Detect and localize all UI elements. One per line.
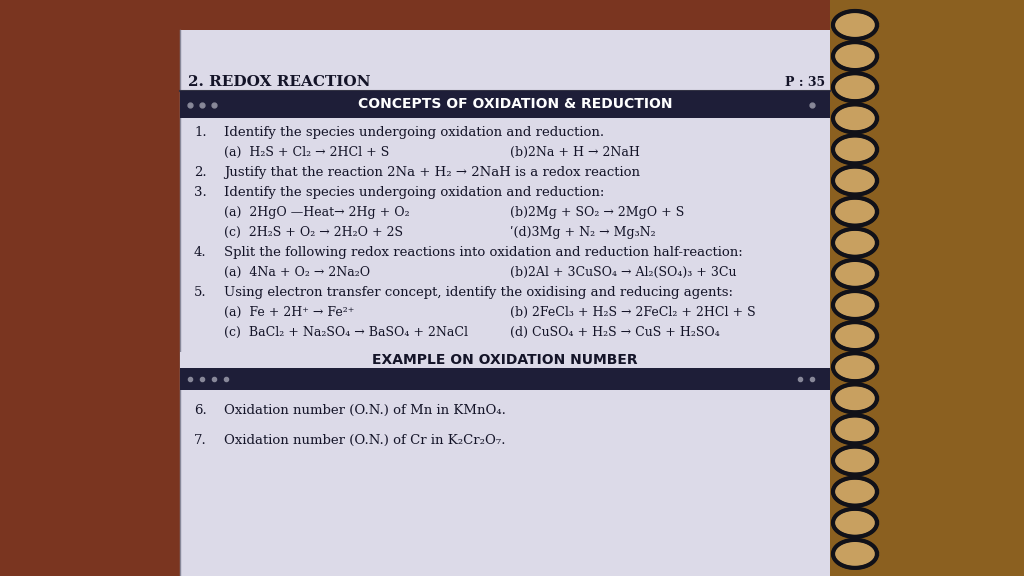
Text: (a)  2HgO —Heat→ 2Hg + O₂: (a) 2HgO —Heat→ 2Hg + O₂	[224, 206, 410, 219]
Text: 7.: 7.	[194, 434, 207, 447]
Polygon shape	[834, 73, 877, 101]
Text: (a)  4Na + O₂ → 2Na₂O: (a) 4Na + O₂ → 2Na₂O	[224, 266, 370, 279]
Polygon shape	[834, 135, 877, 164]
Text: Oxidation number (O.N.) of Mn in KMnO₄.: Oxidation number (O.N.) of Mn in KMnO₄.	[224, 404, 506, 417]
Bar	[0, 0, 180, 576]
Text: Justify that the reaction 2Na + H₂ → 2NaH is a redox reaction: Justify that the reaction 2Na + H₂ → 2Na…	[224, 166, 640, 179]
Polygon shape	[834, 198, 877, 226]
Text: 2.: 2.	[194, 166, 207, 179]
Bar	[180, 368, 830, 390]
Polygon shape	[834, 509, 877, 537]
Text: (b)2Na + H → 2NaH: (b)2Na + H → 2NaH	[510, 146, 640, 159]
Polygon shape	[834, 415, 877, 444]
Text: 2. REDOX REACTION: 2. REDOX REACTION	[188, 75, 371, 89]
Text: EXAMPLE ON OXIDATION NUMBER: EXAMPLE ON OXIDATION NUMBER	[372, 353, 638, 367]
Bar	[830, 0, 1024, 576]
Bar	[180, 91, 830, 118]
Text: Split the following redox reactions into oxidation and reduction half-reaction:: Split the following redox reactions into…	[224, 246, 742, 259]
Text: (d) CuSO₄ + H₂S → CuS + H₂SO₄: (d) CuSO₄ + H₂S → CuS + H₂SO₄	[510, 326, 720, 339]
Text: Identify the species undergoing oxidation and reduction.: Identify the species undergoing oxidatio…	[224, 126, 604, 139]
Text: (b)2Al + 3CuSO₄ → Al₂(SO₄)₃ + 3Cu: (b)2Al + 3CuSO₄ → Al₂(SO₄)₃ + 3Cu	[510, 266, 736, 279]
Polygon shape	[834, 229, 877, 257]
Text: 5.: 5.	[194, 286, 207, 299]
Text: Identify the species undergoing oxidation and reduction:: Identify the species undergoing oxidatio…	[224, 186, 604, 199]
Text: 6.: 6.	[194, 404, 207, 417]
Polygon shape	[834, 446, 877, 475]
Polygon shape	[834, 540, 877, 568]
Bar	[180, 30, 830, 576]
Polygon shape	[834, 104, 877, 132]
Text: Using electron transfer concept, identify the oxidising and reducing agents:: Using electron transfer concept, identif…	[224, 286, 733, 299]
Text: 4.: 4.	[194, 246, 207, 259]
Text: ʹ(d)3Mg + N₂ → Mg₃N₂: ʹ(d)3Mg + N₂ → Mg₃N₂	[510, 226, 655, 239]
Polygon shape	[834, 42, 877, 70]
Text: (a)  H₂S + Cl₂ → 2HCl + S: (a) H₂S + Cl₂ → 2HCl + S	[224, 146, 389, 159]
Polygon shape	[834, 11, 877, 39]
Polygon shape	[834, 384, 877, 412]
Text: Oxidation number (O.N.) of Cr in K₂Cr₂O₇.: Oxidation number (O.N.) of Cr in K₂Cr₂O₇…	[224, 434, 506, 447]
Text: (b)2Mg + SO₂ → 2MgO + S: (b)2Mg + SO₂ → 2MgO + S	[510, 206, 684, 219]
Polygon shape	[834, 478, 877, 506]
Polygon shape	[834, 260, 877, 288]
Text: (c)  2H₂S + O₂ → 2H₂O + 2S: (c) 2H₂S + O₂ → 2H₂O + 2S	[224, 226, 403, 239]
Text: 1.: 1.	[194, 126, 207, 139]
Bar	[180, 352, 830, 368]
Polygon shape	[834, 291, 877, 319]
Text: (a)  Fe + 2H⁺ → Fe²⁺: (a) Fe + 2H⁺ → Fe²⁺	[224, 306, 354, 319]
Polygon shape	[834, 166, 877, 195]
Text: CONCEPTS OF OXIDATION & REDUCTION: CONCEPTS OF OXIDATION & REDUCTION	[357, 97, 672, 112]
Text: (c)  BaCl₂ + Na₂SO₄ → BaSO₄ + 2NaCl: (c) BaCl₂ + Na₂SO₄ → BaSO₄ + 2NaCl	[224, 326, 468, 339]
Text: 3.: 3.	[194, 186, 207, 199]
Polygon shape	[834, 322, 877, 350]
Polygon shape	[834, 353, 877, 381]
Text: (b) 2FeCl₃ + H₂S → 2FeCl₂ + 2HCl + S: (b) 2FeCl₃ + H₂S → 2FeCl₂ + 2HCl + S	[510, 306, 756, 319]
Text: P : 35: P : 35	[784, 75, 825, 89]
